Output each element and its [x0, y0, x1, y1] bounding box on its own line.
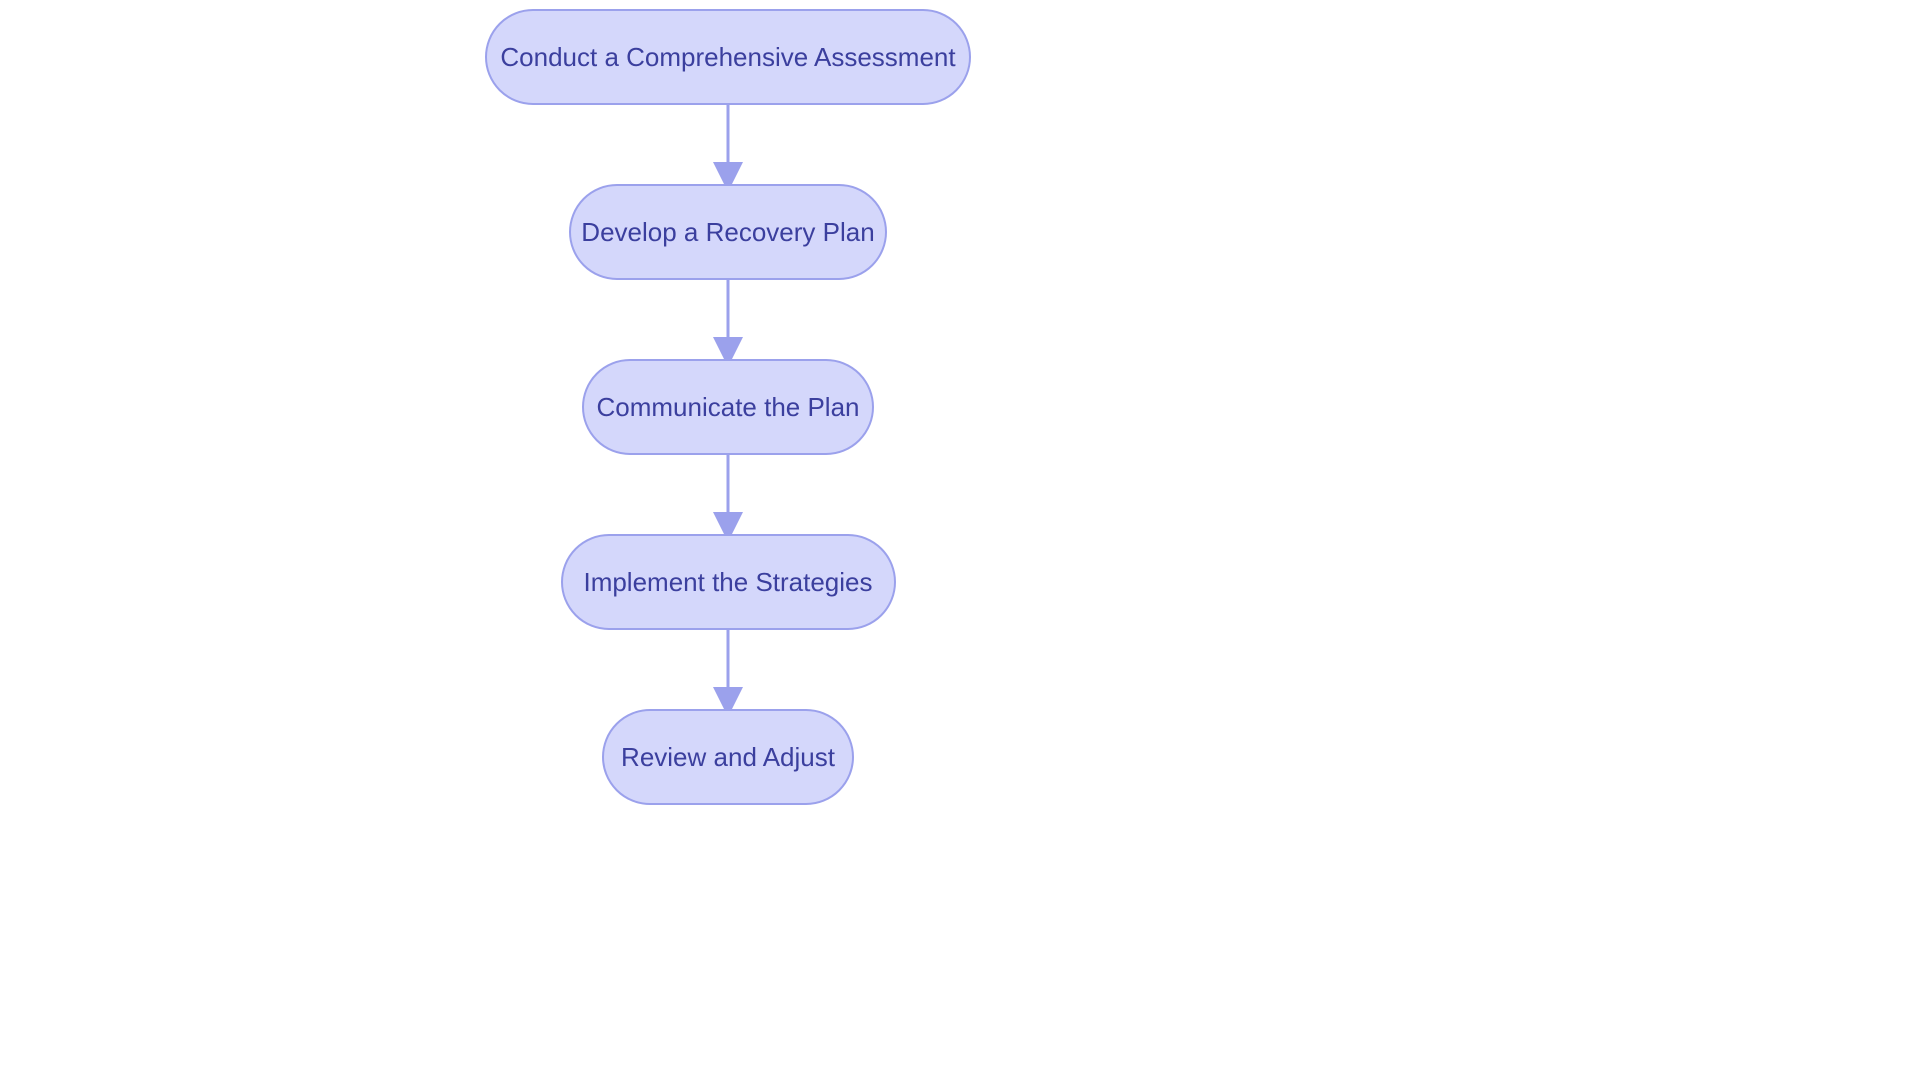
node-n1: Conduct a Comprehensive Assessment	[485, 9, 971, 105]
node-label: Communicate the Plan	[596, 392, 859, 423]
node-n2: Develop a Recovery Plan	[569, 184, 887, 280]
node-n5: Review and Adjust	[602, 709, 854, 805]
flowchart-canvas: Conduct a Comprehensive Assessment Devel…	[0, 0, 1920, 1083]
node-n3: Communicate the Plan	[582, 359, 874, 455]
node-label: Develop a Recovery Plan	[581, 217, 874, 248]
node-n4: Implement the Strategies	[561, 534, 896, 630]
node-label: Conduct a Comprehensive Assessment	[500, 42, 955, 73]
edge-n1-n2	[0, 0, 1920, 1083]
node-label: Review and Adjust	[621, 742, 835, 773]
node-label: Implement the Strategies	[583, 567, 872, 598]
